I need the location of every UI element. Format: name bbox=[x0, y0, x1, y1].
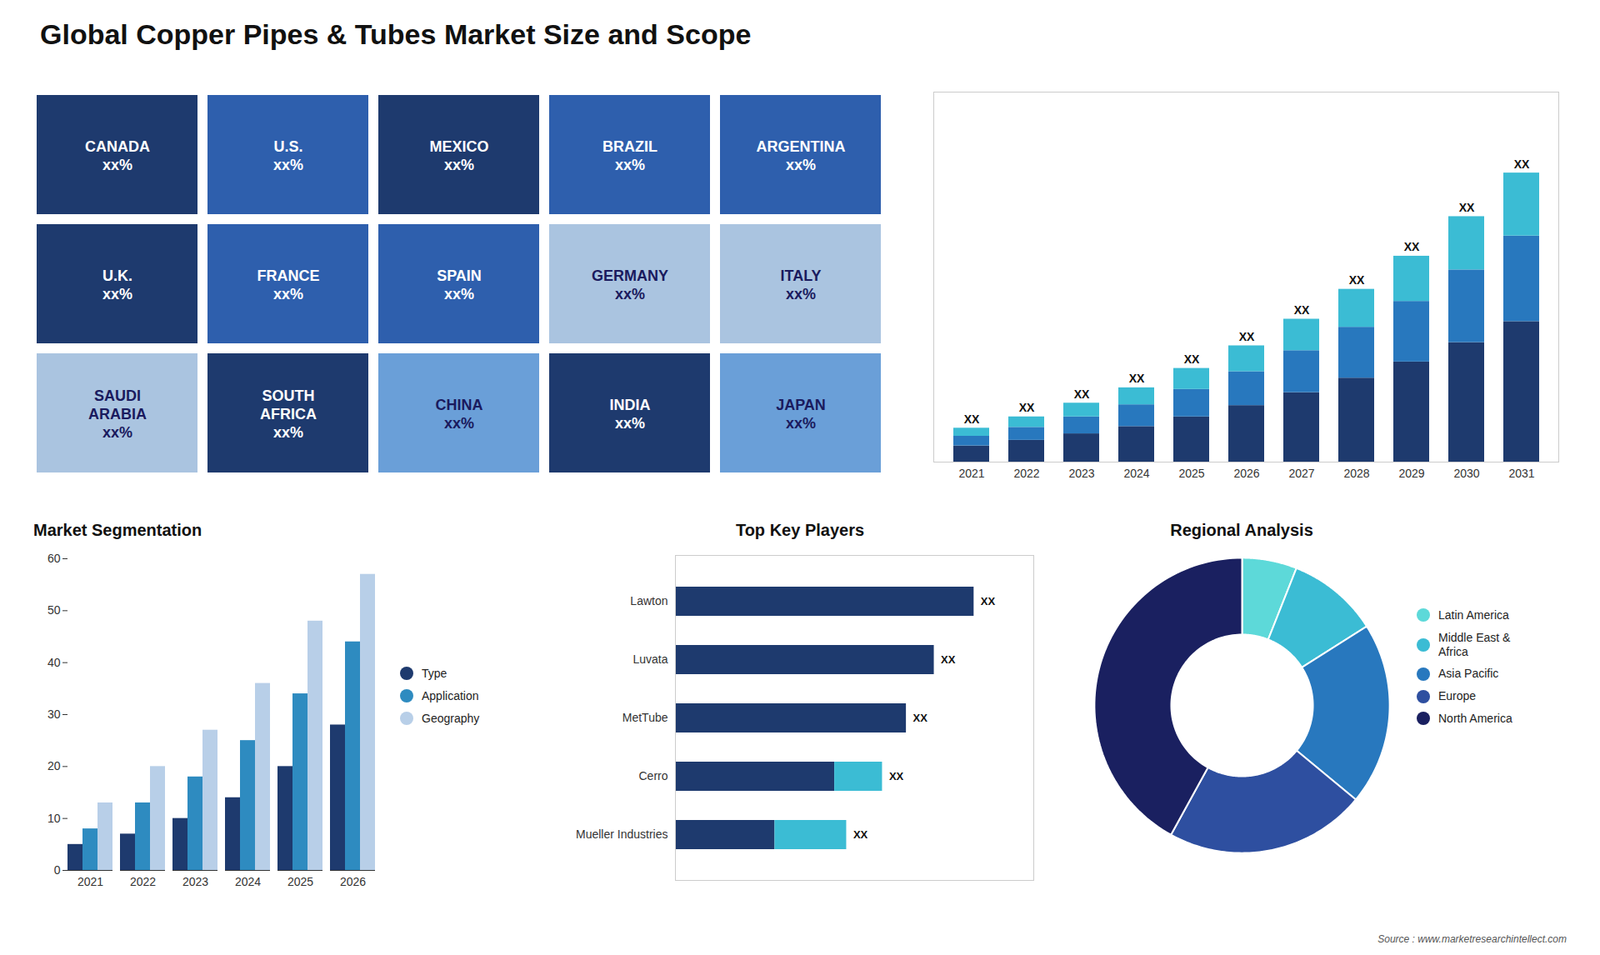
svg-text:Cerro: Cerro bbox=[638, 769, 668, 783]
svg-text:XX: XX bbox=[1129, 371, 1145, 385]
svg-text:2026: 2026 bbox=[340, 875, 366, 889]
svg-text:XX: XX bbox=[853, 828, 869, 841]
svg-text:SOUTHAFRICAxx%: SOUTHAFRICAxx% bbox=[260, 387, 317, 440]
svg-text:FRANCExx%: FRANCExx% bbox=[257, 267, 320, 303]
svg-text:XX: XX bbox=[1514, 157, 1530, 171]
svg-text:30: 30 bbox=[47, 707, 61, 721]
svg-text:SAUDIARABIAxx%: SAUDIARABIAxx% bbox=[88, 387, 147, 440]
svg-text:XX: XX bbox=[1294, 303, 1310, 317]
svg-text:2031: 2031 bbox=[1508, 466, 1535, 480]
svg-text:20: 20 bbox=[47, 759, 61, 773]
svg-text:U.S.xx%: U.S.xx% bbox=[273, 138, 304, 174]
svg-text:ITALYxx%: ITALYxx% bbox=[780, 267, 821, 303]
svg-text:XX: XX bbox=[964, 412, 980, 426]
svg-text:10: 10 bbox=[47, 811, 61, 825]
svg-text:XX: XX bbox=[980, 595, 996, 608]
html-text:Application: Application bbox=[421, 689, 479, 703]
html-text:North America: North America bbox=[1438, 711, 1513, 725]
html-text:Latin America: Latin America bbox=[1438, 608, 1509, 622]
svg-text:XX: XX bbox=[913, 711, 929, 725]
svg-text:2028: 2028 bbox=[1343, 466, 1370, 480]
svg-text:BRAZILxx%: BRAZILxx% bbox=[602, 138, 658, 174]
svg-text:MEXICOxx%: MEXICOxx% bbox=[429, 138, 489, 174]
svg-text:2030: 2030 bbox=[1453, 466, 1480, 480]
svg-text:2025: 2025 bbox=[1178, 466, 1205, 480]
svg-text:60: 60 bbox=[47, 551, 61, 565]
svg-text:2023: 2023 bbox=[182, 875, 209, 889]
svg-text:2022: 2022 bbox=[1013, 466, 1040, 480]
svg-text:XX: XX bbox=[1459, 200, 1475, 215]
svg-text:XX: XX bbox=[1019, 400, 1035, 415]
svg-text:2029: 2029 bbox=[1398, 466, 1425, 480]
svg-text:XX: XX bbox=[1404, 240, 1420, 254]
svg-text:0: 0 bbox=[54, 863, 61, 877]
html-text:Regional Analysis: Regional Analysis bbox=[1170, 520, 1314, 540]
svg-text:2024: 2024 bbox=[1123, 466, 1150, 480]
html-text:Geography: Geography bbox=[421, 711, 480, 725]
html-text:Top Key Players: Top Key Players bbox=[735, 520, 865, 540]
svg-text:2024: 2024 bbox=[235, 875, 261, 889]
svg-text:Lawton: Lawton bbox=[630, 594, 668, 608]
svg-text:CHINAxx%: CHINAxx% bbox=[435, 396, 484, 432]
svg-text:2021: 2021 bbox=[958, 466, 985, 480]
svg-text:JAPANxx%: JAPANxx% bbox=[775, 396, 826, 432]
svg-text:INDIAxx%: INDIAxx% bbox=[610, 396, 651, 432]
html-text:Type: Type bbox=[421, 666, 447, 680]
svg-text:U.K.xx%: U.K.xx% bbox=[102, 267, 133, 303]
svg-text:Mueller Industries: Mueller Industries bbox=[575, 827, 669, 841]
svg-text:XX: XX bbox=[1184, 352, 1200, 366]
svg-text:2022: 2022 bbox=[130, 875, 156, 889]
svg-text:MetTube: MetTube bbox=[622, 710, 669, 725]
html-text:Europe: Europe bbox=[1438, 689, 1476, 703]
html-text:Market Segmentation: Market Segmentation bbox=[33, 520, 202, 540]
svg-text:SPAINxx%: SPAINxx% bbox=[436, 267, 482, 303]
svg-text:GERMANYxx%: GERMANYxx% bbox=[591, 267, 669, 303]
svg-text:40: 40 bbox=[47, 655, 61, 670]
svg-text:2023: 2023 bbox=[1068, 466, 1095, 480]
svg-text:XX: XX bbox=[940, 653, 956, 666]
svg-text:XX: XX bbox=[1349, 273, 1365, 287]
svg-text:XX: XX bbox=[1239, 330, 1255, 344]
svg-text:Luvata: Luvata bbox=[632, 652, 668, 666]
html-text:Global Copper Pipes & Tubes Ma: Global Copper Pipes & Tubes Market Size … bbox=[40, 18, 752, 50]
svg-text:2025: 2025 bbox=[287, 875, 314, 889]
svg-text:XX: XX bbox=[1074, 387, 1090, 401]
svg-text:2021: 2021 bbox=[77, 875, 104, 889]
html-text:Source : www.marketresearchint: Source : www.marketresearchintellect.com bbox=[1377, 933, 1567, 945]
svg-text:CANADAxx%: CANADAxx% bbox=[85, 138, 150, 174]
html-text:Asia Pacific: Asia Pacific bbox=[1438, 667, 1499, 681]
svg-text:2027: 2027 bbox=[1288, 466, 1315, 480]
svg-text:50: 50 bbox=[47, 603, 61, 617]
html-text:Middle East & Africa: Middle East & Africa bbox=[1438, 630, 1511, 658]
svg-text:XX: XX bbox=[889, 770, 905, 783]
svg-text:ARGENTINAxx%: ARGENTINAxx% bbox=[756, 138, 846, 174]
svg-text:2026: 2026 bbox=[1233, 466, 1260, 480]
